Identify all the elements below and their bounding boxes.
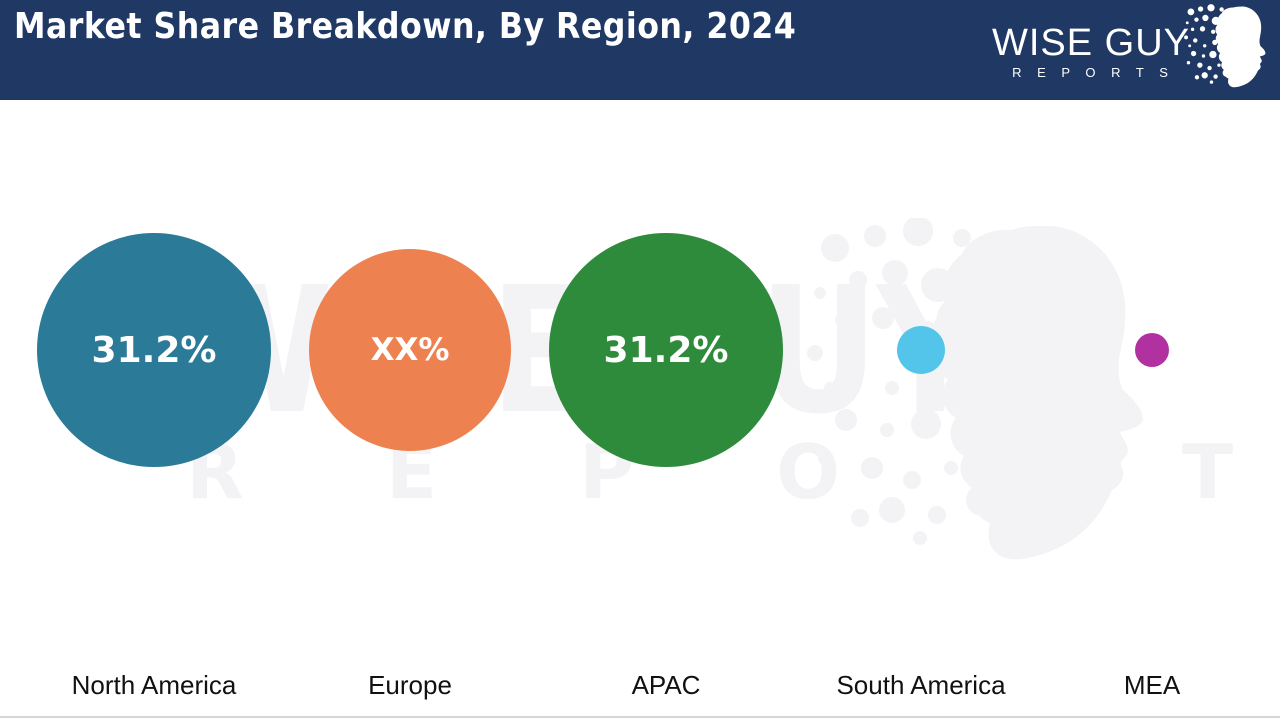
wise-guy-head-watermark-icon: [807, 218, 1143, 560]
header-bar: Market Share Breakdown, By Region, 2024 …: [0, 0, 1280, 100]
category-label-south-america: South America: [836, 670, 1006, 700]
bubble-apac: 31.2%: [549, 233, 783, 467]
bubble-value-europe: XX%: [370, 332, 450, 368]
wise-guy-logo: WISE GUY R E P O R T S: [992, 4, 1272, 90]
page-title: Market Share Breakdown, By Region, 2024: [14, 6, 797, 47]
bubble-europe: XX%: [309, 249, 511, 451]
bubble-value-north-america: 31.2%: [91, 329, 217, 371]
category-label-europe: Europe: [368, 670, 452, 700]
logo-text: WISE GUY R E P O R T S: [991, 22, 1190, 80]
logo-subtitle: R E P O R T S: [1012, 64, 1174, 80]
bubble-mea: [1135, 333, 1169, 367]
bubble-north-america: 31.2%: [37, 233, 271, 467]
category-label-apac: APAC: [631, 670, 701, 700]
bottom-divider-line: [0, 716, 1280, 718]
bubble-value-apac: 31.2%: [603, 329, 729, 371]
category-label-mea: MEA: [1123, 670, 1181, 700]
logo-wordmark: WISE GUY: [991, 22, 1190, 65]
wise-guy-head-icon: [1184, 4, 1266, 88]
category-label-north-america: North America: [71, 670, 237, 700]
bubble-south-america: [897, 326, 945, 374]
